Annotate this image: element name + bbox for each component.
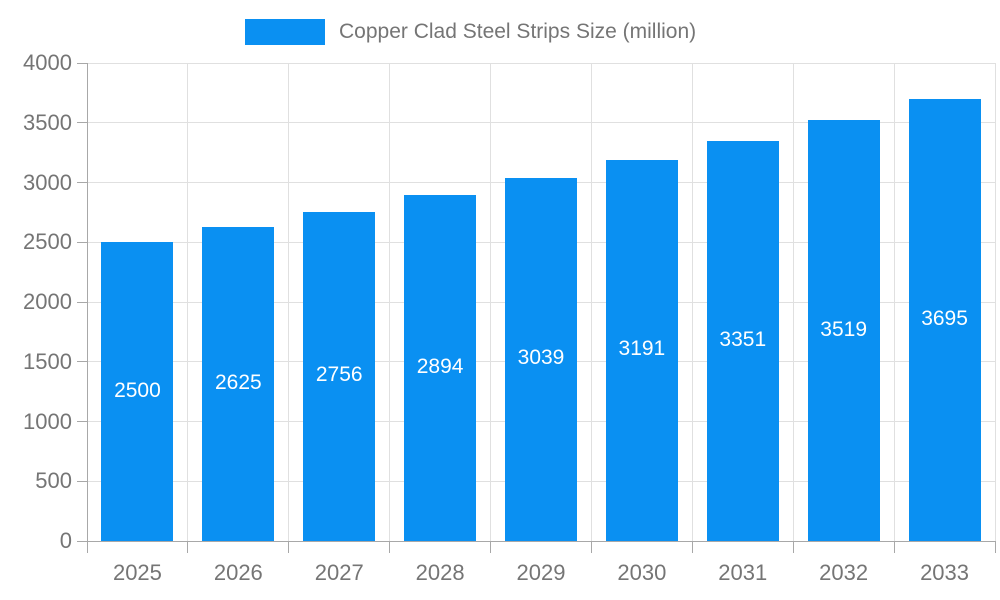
x-axis-tick [389,541,391,553]
x-axis-tick-label: 2026 [213,560,263,585]
gridline-vertical [187,63,189,541]
x-axis-tick-label: 2032 [819,560,869,585]
y-axis-tick [77,301,87,303]
bar-2029[interactable]: 3039 [505,177,577,541]
x-axis-tick [893,541,895,553]
bar-2026[interactable]: 2625 [202,227,275,541]
gridline-vertical [792,63,794,541]
x-axis-tick-label: 2027 [314,560,364,585]
y-axis-tick [77,122,87,124]
x-axis-tick-label: 2030 [617,560,667,585]
gridline-vertical [288,63,290,541]
y-axis-tick [77,480,87,482]
y-axis-tick-label: 3500 [23,109,72,135]
x-axis-tick-label: 2033 [920,560,970,585]
bar-value-label: 2756 [315,363,363,387]
y-axis-tick [77,421,87,422]
y-axis-tick-label: 1000 [23,408,72,434]
x-axis-tick [691,541,693,553]
x-axis-tick [86,541,88,553]
y-axis-tick [77,182,87,183]
y-axis-tick-label: 4000 [23,50,72,75]
x-axis-tick [187,541,189,553]
bar-value-label: 3191 [618,337,666,361]
bar-value-label: 2894 [416,355,464,379]
legend-label: Copper Clad Steel Strips Size (million) [339,20,697,43]
bar-2033[interactable]: 3695 [908,99,981,541]
gridline-vertical [590,63,592,541]
gridline-vertical [994,63,996,541]
x-axis-tick [994,541,996,553]
legend[interactable]: Copper Clad Steel Strips Size (million) [245,19,696,45]
gridline-vertical [389,63,391,541]
y-axis-tick-label: 0 [59,528,72,553]
x-axis-tick-label: 2028 [415,560,465,585]
x-axis-tick-label: 2031 [718,560,768,585]
gridline-vertical [490,63,492,541]
x-axis-tick [590,541,592,553]
x-axis-tick [792,541,794,553]
bar-2025[interactable]: 2500 [101,242,174,541]
bar-2028[interactable]: 2894 [404,195,477,541]
x-axis-line [86,540,995,542]
y-axis-tick [77,361,87,363]
y-axis-tick-label: 3000 [23,169,72,195]
x-axis-tick [288,541,290,553]
bar-value-label: 2625 [214,371,262,395]
bar-2030[interactable]: 3191 [605,159,678,541]
bar-2027[interactable]: 2756 [303,211,376,541]
y-axis-tick [77,241,87,243]
bar-value-label: 3351 [719,327,767,351]
x-axis-tick [490,541,492,553]
bar-value-label: 3519 [820,317,868,341]
y-axis-tick-label: 2500 [23,229,72,255]
y-axis-tick [77,62,87,64]
gridline-vertical [893,63,895,541]
gridline-vertical [691,63,693,541]
bar-value-label: 3695 [921,307,968,331]
y-axis-line [86,63,88,541]
y-axis-tick-label: 500 [35,468,72,494]
bar-value-label: 2500 [114,378,161,402]
gridline-horizontal [87,122,995,124]
gridline-horizontal [87,62,995,64]
y-axis-tick-label: 2000 [23,289,72,314]
y-axis-tick-label: 1500 [23,348,72,374]
y-axis-tick [77,540,87,542]
bar-2031[interactable]: 3351 [706,140,779,541]
x-axis-tick-label: 2025 [112,560,162,585]
legend-swatch [245,19,325,45]
x-axis-tick-label: 2029 [516,560,566,585]
bar-2032[interactable]: 3519 [807,120,880,541]
bar-value-label: 3039 [517,346,565,370]
